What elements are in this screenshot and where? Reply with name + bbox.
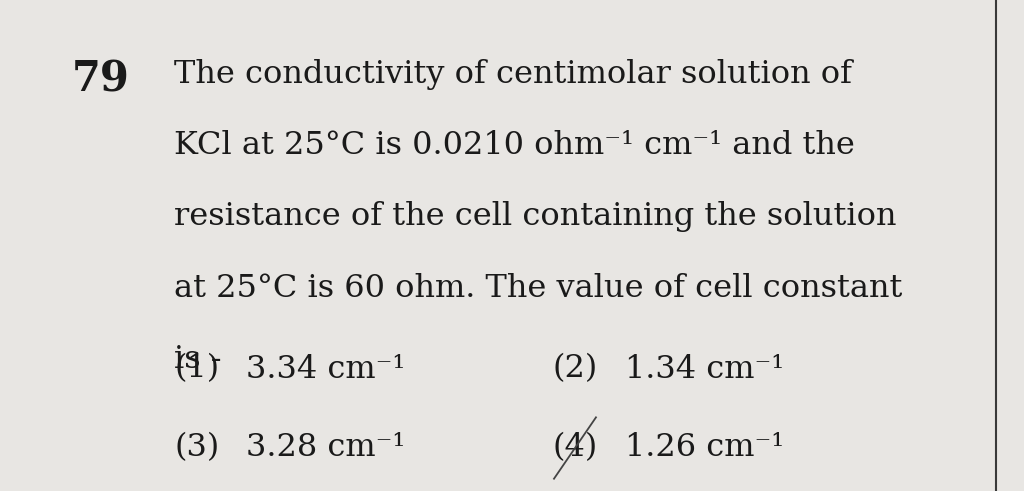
Text: (4): (4)	[553, 432, 598, 463]
Text: 1.34 cm⁻¹: 1.34 cm⁻¹	[625, 354, 784, 384]
Text: The conductivity of centimolar solution of: The conductivity of centimolar solution …	[174, 59, 852, 90]
Text: (1): (1)	[174, 354, 219, 384]
Text: KCl at 25°C is 0.0210 ohm⁻¹ cm⁻¹ and the: KCl at 25°C is 0.0210 ohm⁻¹ cm⁻¹ and the	[174, 130, 855, 161]
Text: resistance of the cell containing the solution: resistance of the cell containing the so…	[174, 201, 897, 232]
Text: 3.34 cm⁻¹: 3.34 cm⁻¹	[246, 354, 406, 384]
Text: is -: is -	[174, 344, 221, 375]
Text: 1.26 cm⁻¹: 1.26 cm⁻¹	[625, 432, 784, 463]
Text: at 25°C is 60 ohm. The value of cell constant: at 25°C is 60 ohm. The value of cell con…	[174, 273, 902, 303]
Text: (3): (3)	[174, 432, 219, 463]
Text: (2): (2)	[553, 354, 598, 384]
Text: 79: 79	[72, 59, 130, 101]
Text: 3.28 cm⁻¹: 3.28 cm⁻¹	[246, 432, 406, 463]
